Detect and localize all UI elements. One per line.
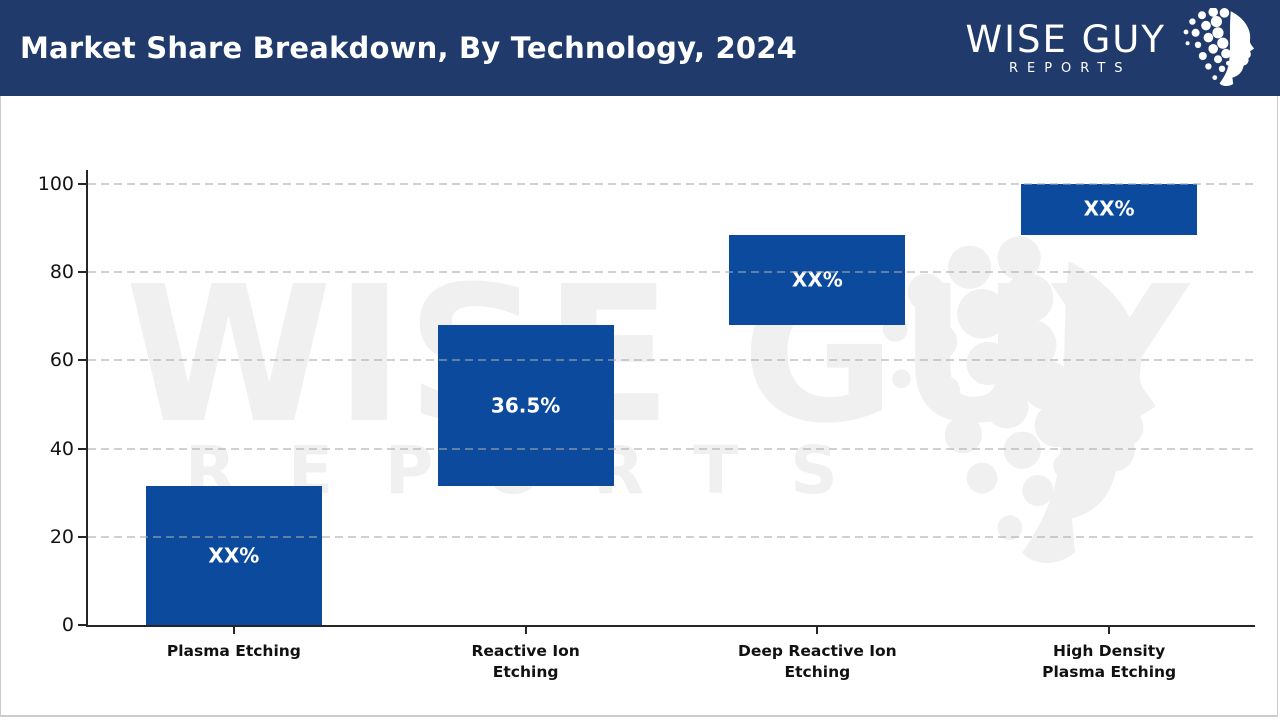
bar-value-label: XX% [208,543,260,568]
y-axis-tick-label: 0 [61,614,74,636]
x-axis-tick [232,627,235,634]
x-axis-label-line: Etching [784,662,851,681]
y-axis-tick-60 [78,359,86,362]
y-axis-tick-label: 80 [49,261,74,284]
gridline-y-20 [88,535,1255,538]
header-bar: Market Share Breakdown, By Technology, 2… [0,0,1280,96]
x-axis-label-line: High Density [1052,642,1166,660]
x-axis-label-line: Plasma Etching [166,642,301,660]
y-axis-tick-0 [78,624,86,626]
y-axis-tick-20 [78,535,86,538]
gridline-y-100 [88,183,1255,185]
y-axis-tick-label: 20 [49,525,74,548]
wiseguy-logo-text: WISE GUY REPORTS [966,21,1166,76]
y-axis-tick-40 [78,447,86,450]
bar-value-label: XX% [1083,196,1135,221]
y-axis-tick-100 [78,183,86,185]
bar-segment: XX% [145,486,322,625]
page-title: Market Share Breakdown, By Technology, 2… [20,31,798,65]
y-axis-tick-label: 40 [49,437,74,460]
x-axis-label-line: Plasma Etching [1042,662,1177,681]
y-axis-tick-label: 60 [49,349,74,372]
x-axis-label-line: Deep Reactive Ion [738,642,897,660]
gridline-y-40 [88,447,1255,450]
gridline-y-60 [88,359,1255,362]
x-axis-category-label: Plasma Etching [167,641,301,662]
y-axis-tick-80 [78,271,86,274]
bar-segment: XX% [729,234,906,326]
wiseguy-head-profile-icon [1183,8,1254,87]
bar-segment: 36.5% [437,325,614,487]
gridline-y-80 [88,271,1255,274]
x-axis-label-line: Etching [492,662,559,681]
x-axis-tick [1108,627,1111,634]
x-axis-label-line: Reactive Ion [471,642,580,660]
x-axis-category-label: Deep Reactive Ion Etching [738,641,897,683]
wiseguy-logo-subtitle: REPORTS [1008,60,1132,76]
wiseguy-logo: WISE GUY REPORTS [966,8,1264,88]
x-axis-category-label: High Density Plasma Etching [1042,641,1176,683]
x-axis-category-label: Reactive Ion Etching [471,641,579,683]
x-axis-tick [524,627,527,634]
wiseguy-logo-wordmark: WISE GUY [965,17,1166,61]
x-axis-tick [816,627,819,634]
bar-segment: XX% [1021,184,1198,235]
plot-area: 0 20 40 60 80 100 XX% Plasma Etching 36.5% Reacti… [38,170,1255,681]
y-axis-tick-label: 100 [37,173,74,195]
bar-value-label: 36.5% [490,393,561,418]
